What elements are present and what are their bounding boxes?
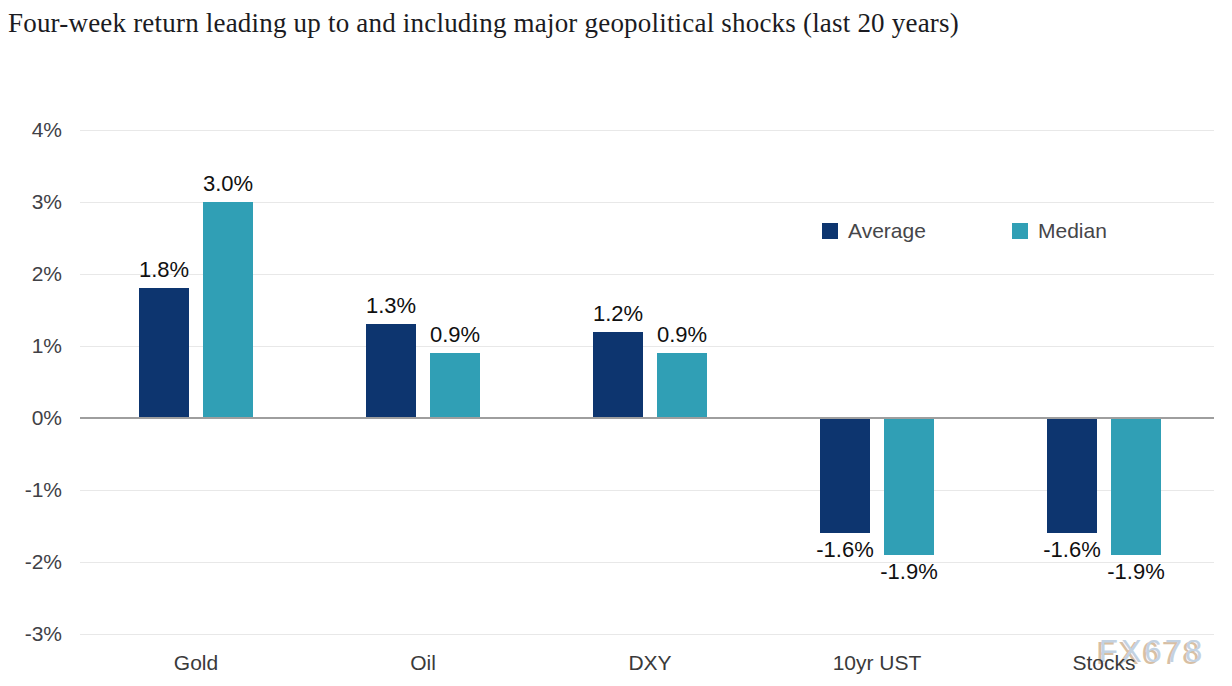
bar-average-gold (139, 288, 189, 418)
y-tick-label-0%: 0% (0, 404, 62, 432)
bar-median-10yr-ust (884, 418, 934, 555)
legend: Average Median (0, 219, 1232, 245)
y-tick-label-3%: 3% (0, 188, 62, 216)
y-tick-label-1%: 1% (0, 332, 62, 360)
x-label-dxy: DXY (570, 651, 730, 675)
value-label-average-gold: 1.8% (104, 257, 224, 283)
legend-swatch-average-icon (822, 223, 838, 239)
bar-average-stocks (1047, 418, 1097, 533)
bar-median-oil (430, 353, 480, 418)
bar-average-10yr-ust (820, 418, 870, 533)
gridline--3% (80, 634, 1214, 635)
x-label-oil: Oil (343, 651, 503, 675)
y-tick-label-4%: 4% (0, 116, 62, 144)
zero-axis-line (80, 417, 1214, 419)
value-label-median-gold: 3.0% (168, 171, 288, 197)
y-tick-label--2%: -2% (0, 548, 62, 576)
legend-item-average: Average (822, 219, 926, 243)
gridline-4% (80, 130, 1214, 131)
value-label-average-oil: 1.3% (331, 293, 451, 319)
gridline--1% (80, 490, 1214, 491)
legend-item-median: Median (1012, 219, 1107, 243)
legend-swatch-median-icon (1012, 223, 1028, 239)
y-tick-label-2%: 2% (0, 260, 62, 288)
chart-page: Four-week return leading up to and inclu… (0, 0, 1232, 686)
bar-median-dxy (657, 353, 707, 418)
y-tick-label--3%: -3% (0, 620, 62, 648)
legend-label-median: Median (1038, 219, 1107, 243)
x-label-gold: Gold (116, 651, 276, 675)
y-tick-label--1%: -1% (0, 476, 62, 504)
value-label-median-stocks: -1.9% (1076, 559, 1196, 585)
x-label-10yr-ust: 10yr UST (797, 651, 957, 675)
bar-median-stocks (1111, 418, 1161, 555)
value-label-median-oil: 0.9% (395, 322, 515, 348)
x-label-stocks: Stocks (1024, 651, 1184, 675)
value-label-median-dxy: 0.9% (622, 322, 742, 348)
chart-title: Four-week return leading up to and inclu… (8, 8, 1188, 39)
value-label-median-10yr-ust: -1.9% (849, 559, 969, 585)
legend-label-average: Average (848, 219, 926, 243)
